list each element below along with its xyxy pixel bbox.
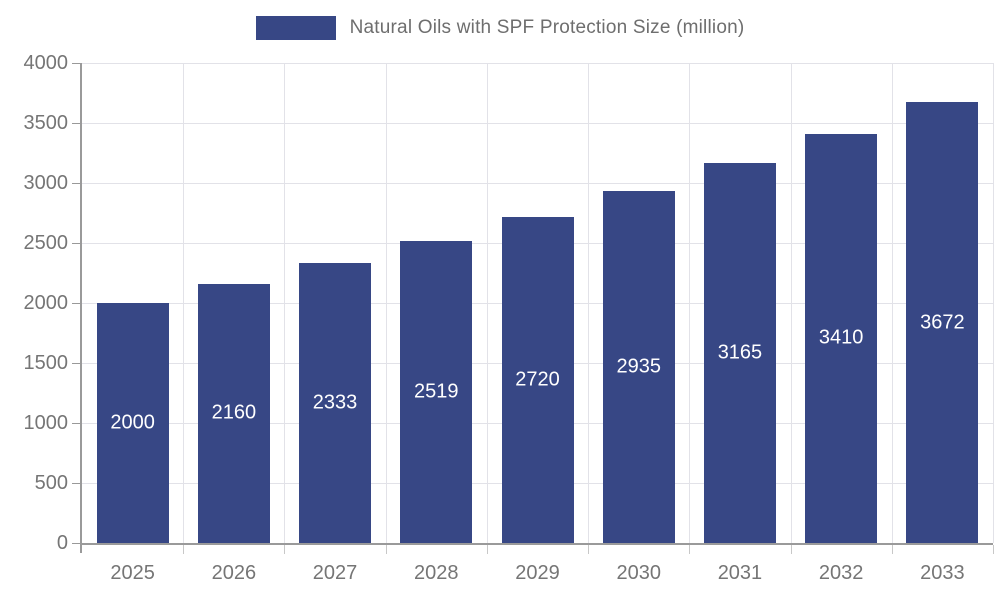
- y-axis-tick-label: 1000: [23, 412, 69, 434]
- legend-label: Natural Oils with SPF Protection Size (m…: [349, 17, 745, 38]
- bar[interactable]: 2935: [602, 190, 675, 543]
- bar-value-label: 2935: [616, 355, 661, 378]
- bar-value-label: 2000: [110, 411, 155, 434]
- bar[interactable]: 2333: [299, 263, 372, 543]
- bar[interactable]: 3165: [703, 163, 776, 543]
- chart-legend[interactable]: Natural Oils with SPF Protection Size (m…: [0, 16, 1000, 40]
- x-axis-tick: [486, 545, 488, 554]
- y-axis-tick-label: 1500: [23, 352, 69, 374]
- bar[interactable]: 2519: [400, 240, 473, 543]
- gridline-vertical: [790, 63, 792, 543]
- x-axis-tick-label: 2031: [717, 562, 763, 584]
- gridline-vertical: [486, 63, 488, 543]
- bar[interactable]: 2720: [501, 216, 574, 543]
- y-axis-tick-label: 3500: [23, 112, 69, 134]
- x-axis-tick: [689, 545, 691, 554]
- gridline-vertical: [891, 63, 893, 543]
- x-axis-tick-label: 2033: [920, 562, 965, 584]
- gridline-horizontal: [82, 123, 993, 124]
- gridline-vertical: [183, 63, 185, 543]
- x-axis-tick-label: 2028: [414, 562, 459, 584]
- bar[interactable]: 2160: [197, 283, 270, 543]
- x-axis-tick: [891, 545, 893, 554]
- bar-value-label: 3672: [920, 311, 965, 334]
- y-axis-line: [80, 63, 82, 553]
- y-axis-tick: [72, 483, 80, 484]
- y-axis-tick: [72, 543, 80, 544]
- bar-value-label: 2519: [414, 380, 459, 403]
- x-axis-tick: [790, 545, 792, 554]
- x-axis-tick-label: 2025: [110, 562, 155, 584]
- x-axis-tick: [183, 545, 185, 554]
- x-axis-tick-label: 2030: [616, 562, 661, 584]
- bar[interactable]: 3410: [805, 133, 878, 543]
- gridline-vertical: [588, 63, 590, 543]
- y-axis-tick: [72, 363, 80, 364]
- bar-value-label: 3410: [818, 326, 864, 349]
- bar-value-label: 3165: [717, 341, 763, 364]
- x-axis-tick: [993, 545, 994, 554]
- x-axis-tick-label: 2029: [515, 562, 560, 584]
- x-axis-tick-label: 2032: [818, 562, 864, 584]
- x-axis-tick-label: 2027: [312, 562, 358, 584]
- x-axis-tick: [588, 545, 590, 554]
- gridline-horizontal: [82, 183, 993, 184]
- x-axis-line: [80, 543, 993, 545]
- y-axis-tick: [72, 303, 80, 304]
- y-axis-tick: [72, 243, 80, 244]
- x-axis-tick: [385, 545, 387, 554]
- bar-value-label: 2333: [312, 391, 358, 414]
- gridline-horizontal: [82, 63, 993, 64]
- y-axis-tick-label: 2500: [23, 232, 69, 254]
- y-axis-tick: [72, 63, 80, 64]
- bar[interactable]: 2000: [96, 303, 169, 543]
- y-axis-tick-label: 4000: [23, 52, 69, 74]
- y-axis-tick-label: 0: [56, 532, 68, 554]
- y-axis-tick-label: 3000: [23, 172, 69, 194]
- bar-value-label: 2160: [211, 401, 257, 424]
- gridline-vertical: [284, 63, 286, 543]
- bar[interactable]: 3672: [906, 102, 979, 543]
- y-axis-tick-label: 2000: [23, 292, 69, 314]
- x-axis-tick: [284, 545, 286, 554]
- y-axis-tick: [72, 423, 80, 424]
- legend-swatch: [255, 16, 336, 40]
- y-axis-tick: [72, 123, 80, 124]
- y-axis-tick: [72, 183, 80, 184]
- gridline-vertical: [993, 63, 994, 543]
- bar-value-label: 2720: [515, 368, 560, 391]
- y-axis-tick-label: 500: [34, 472, 68, 494]
- x-axis-tick-label: 2026: [211, 562, 257, 584]
- gridline-vertical: [385, 63, 387, 543]
- gridline-vertical: [689, 63, 691, 543]
